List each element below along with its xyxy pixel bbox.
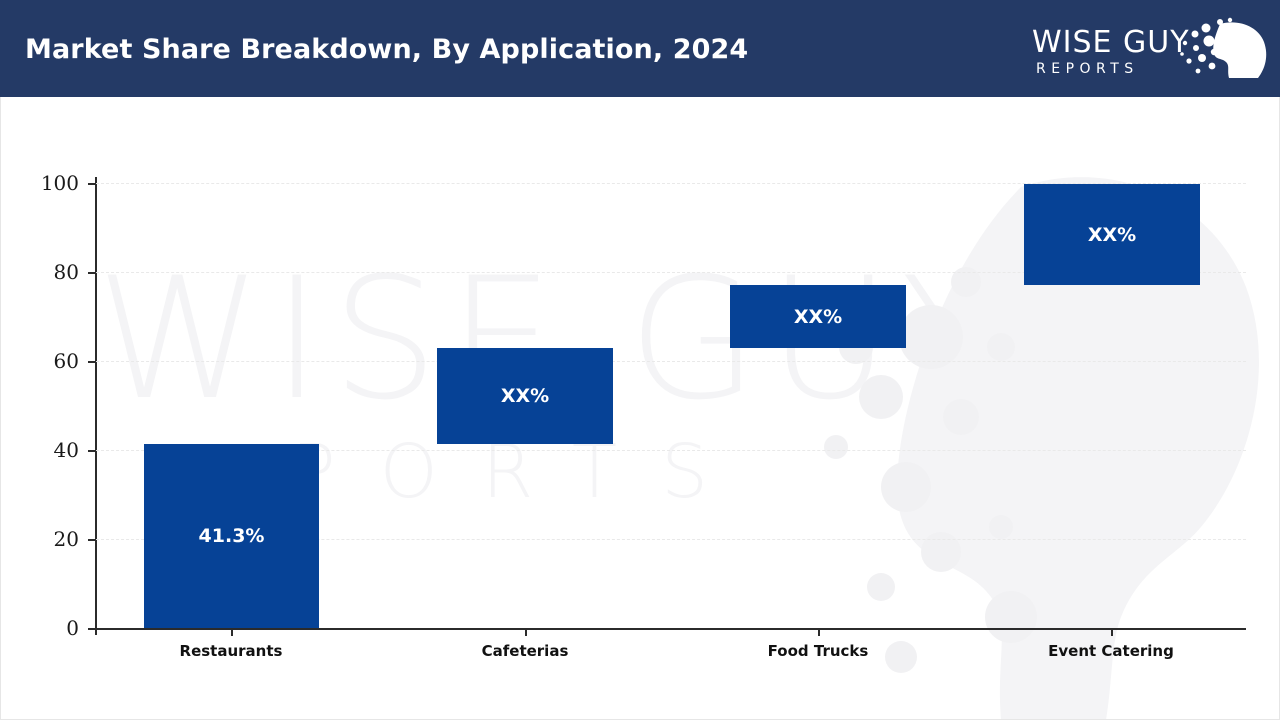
x-tick-label-event-catering: Event Catering (1048, 642, 1174, 660)
gridline-40 (96, 450, 1246, 451)
chart-canvas: WISE GUY PORTS (0, 97, 1280, 720)
y-tick-label-60: 60 (53, 349, 79, 373)
bar-food-trucks[interactable]: XX% (730, 285, 906, 348)
svg-text:WISE GUY: WISE GUY (1032, 25, 1190, 60)
gridline-100 (96, 183, 1246, 184)
x-tick-label-cafeterias: Cafeterias (481, 642, 569, 660)
y-tick-label-80: 80 (53, 260, 79, 284)
y-tick-mark-0 (88, 628, 96, 630)
gridline-60 (96, 361, 1246, 362)
y-tick-mark-80 (88, 272, 96, 274)
wise-guy-reports-logo: WISE GUY REPORTS (1024, 16, 1274, 82)
y-tick-label-40: 40 (53, 438, 79, 462)
bar-label-cafeterias: XX% (500, 385, 550, 407)
gridline-20 (96, 539, 1246, 540)
bar-event-catering[interactable]: XX% (1024, 184, 1200, 285)
y-tick-mark-20 (88, 539, 96, 541)
y-tick-mark-100 (88, 183, 96, 185)
bar-restaurants[interactable]: 41.3% (144, 444, 319, 628)
bar-label-restaurants: 41.3% (198, 525, 265, 547)
x-tick-mark-food-trucks (818, 628, 820, 636)
svg-text:REPORTS: REPORTS (1036, 61, 1139, 77)
y-tick-label-0: 0 (66, 616, 79, 640)
bar-cafeterias[interactable]: XX% (437, 348, 613, 444)
y-tick-label-20: 20 (53, 527, 79, 551)
y-tick-label-100: 100 (40, 171, 79, 195)
bar-label-event-catering: XX% (1087, 223, 1137, 246)
x-tick-mark-cafeterias (525, 628, 527, 636)
x-tick-mark-event-catering (1111, 628, 1113, 636)
page-title: Market Share Breakdown, By Application, … (25, 34, 749, 65)
x-tick-label-food-trucks: Food Trucks (767, 642, 869, 660)
y-tick-mark-60 (88, 361, 96, 363)
x-tick-label-restaurants: Restaurants (179, 642, 283, 660)
gridline-80 (96, 272, 1246, 273)
x-tick-mark-restaurants (231, 628, 233, 636)
y-tick-mark-40 (88, 450, 96, 452)
x-axis-line (95, 628, 1246, 630)
y-axis-line (95, 177, 97, 635)
bar-label-food-trucks: XX% (793, 305, 843, 328)
header-bar: Market Share Breakdown, By Application, … (0, 0, 1280, 97)
